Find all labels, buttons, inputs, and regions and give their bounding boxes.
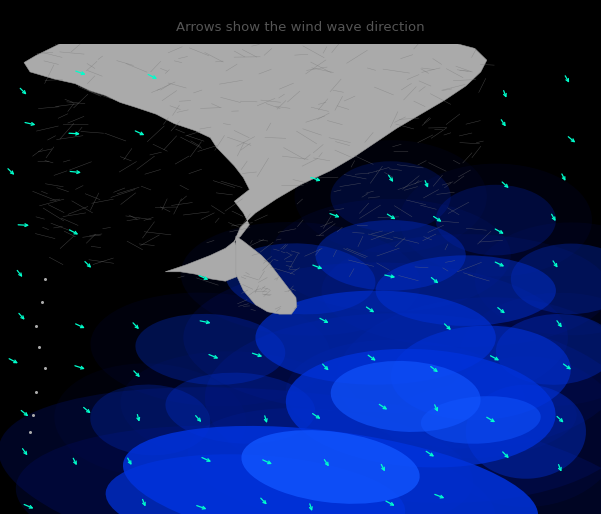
Ellipse shape <box>436 185 556 255</box>
Ellipse shape <box>496 314 601 385</box>
Ellipse shape <box>0 387 601 514</box>
Ellipse shape <box>391 326 571 420</box>
Ellipse shape <box>120 352 361 465</box>
Polygon shape <box>24 44 487 281</box>
Ellipse shape <box>331 161 451 232</box>
Ellipse shape <box>400 163 592 277</box>
Text: Arrows show the wind wave direction: Arrows show the wind wave direction <box>176 21 425 34</box>
Ellipse shape <box>180 222 421 336</box>
Ellipse shape <box>331 361 481 432</box>
Ellipse shape <box>511 244 601 314</box>
Ellipse shape <box>376 255 556 326</box>
Ellipse shape <box>316 220 466 290</box>
Ellipse shape <box>188 408 473 514</box>
Ellipse shape <box>90 292 331 406</box>
Ellipse shape <box>421 396 541 444</box>
Polygon shape <box>236 236 297 314</box>
Ellipse shape <box>123 426 538 514</box>
Ellipse shape <box>430 356 601 507</box>
Ellipse shape <box>183 262 568 413</box>
Ellipse shape <box>106 454 405 514</box>
Ellipse shape <box>54 363 246 476</box>
Ellipse shape <box>322 234 601 347</box>
Ellipse shape <box>466 384 586 479</box>
Ellipse shape <box>90 384 210 455</box>
Ellipse shape <box>337 297 601 449</box>
Ellipse shape <box>385 382 577 458</box>
Ellipse shape <box>286 349 555 467</box>
Ellipse shape <box>475 223 601 335</box>
Ellipse shape <box>225 243 376 315</box>
Ellipse shape <box>242 430 419 504</box>
Ellipse shape <box>270 199 511 312</box>
Ellipse shape <box>294 140 487 253</box>
Ellipse shape <box>460 293 601 406</box>
Ellipse shape <box>285 340 526 453</box>
Ellipse shape <box>16 426 495 514</box>
Ellipse shape <box>205 314 601 503</box>
Text: Secondary Swell energy on Saturday 22 Mar at 11pm +05: Secondary Swell energy on Saturday 22 Ma… <box>46 13 555 31</box>
Ellipse shape <box>165 373 316 444</box>
Ellipse shape <box>255 290 496 384</box>
Ellipse shape <box>135 314 285 385</box>
